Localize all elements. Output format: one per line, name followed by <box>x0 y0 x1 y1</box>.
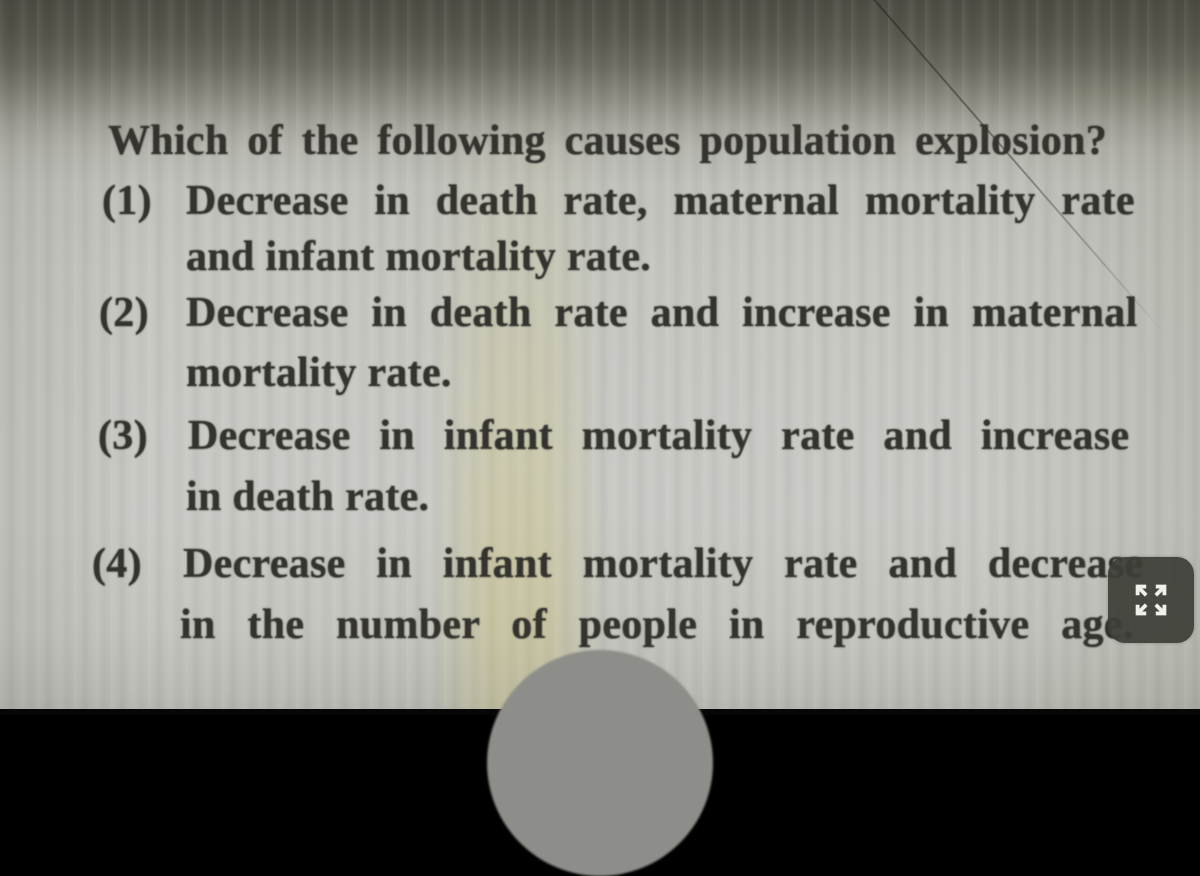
scan-streaks-texture <box>0 0 1200 715</box>
option-3-line-1: Decrease in infant mortality rate and in… <box>188 413 1130 459</box>
edge-vignette <box>0 0 1200 715</box>
option-2-number: (2) <box>99 290 149 336</box>
option-1-row-2: and infant mortality rate. <box>0 233 1200 287</box>
option-4-line-2: in the number of people in reproductive … <box>180 602 1134 648</box>
option-2-line-2: mortality rate. <box>186 350 452 396</box>
option-3-row: (3) Decrease in infant mortality rate an… <box>0 412 1200 466</box>
option-4-line-1: Decrease in infant mortality rate and de… <box>183 541 1144 587</box>
option-4-number: (4) <box>92 541 142 587</box>
option-4-row: (4) Decrease in infant mortality rate an… <box>0 540 1200 594</box>
option-1-row: (1) Decrease in death rate, maternal mor… <box>0 177 1200 231</box>
option-3-row-2: in death rate. <box>0 473 1200 527</box>
yellow-highlight-streak <box>430 90 605 715</box>
option-3-line-2: in death rate. <box>186 474 430 520</box>
option-1-number: (1) <box>102 178 152 224</box>
option-2-row: (2) Decrease in death rate and increase … <box>0 289 1200 343</box>
option-2-row-2: mortality rate. <box>0 349 1200 403</box>
option-1-line-1: Decrease in death rate, maternal mortali… <box>186 178 1135 224</box>
question-text: Which of the following causes population… <box>108 118 1108 164</box>
expand-arrows-icon <box>1135 584 1167 616</box>
watermark-circle <box>487 650 713 876</box>
option-3-number: (3) <box>98 413 148 459</box>
option-2-line-1: Decrease in death rate and increase in m… <box>186 290 1138 336</box>
option-1-line-2: and infant mortality rate. <box>186 234 652 280</box>
fullscreen-button[interactable] <box>1108 557 1194 643</box>
question-row: Which of the following causes population… <box>0 117 1200 171</box>
option-4-row-2: in the number of people in reproductive … <box>0 601 1200 655</box>
question-block: Which of the following causes population… <box>0 117 1200 655</box>
